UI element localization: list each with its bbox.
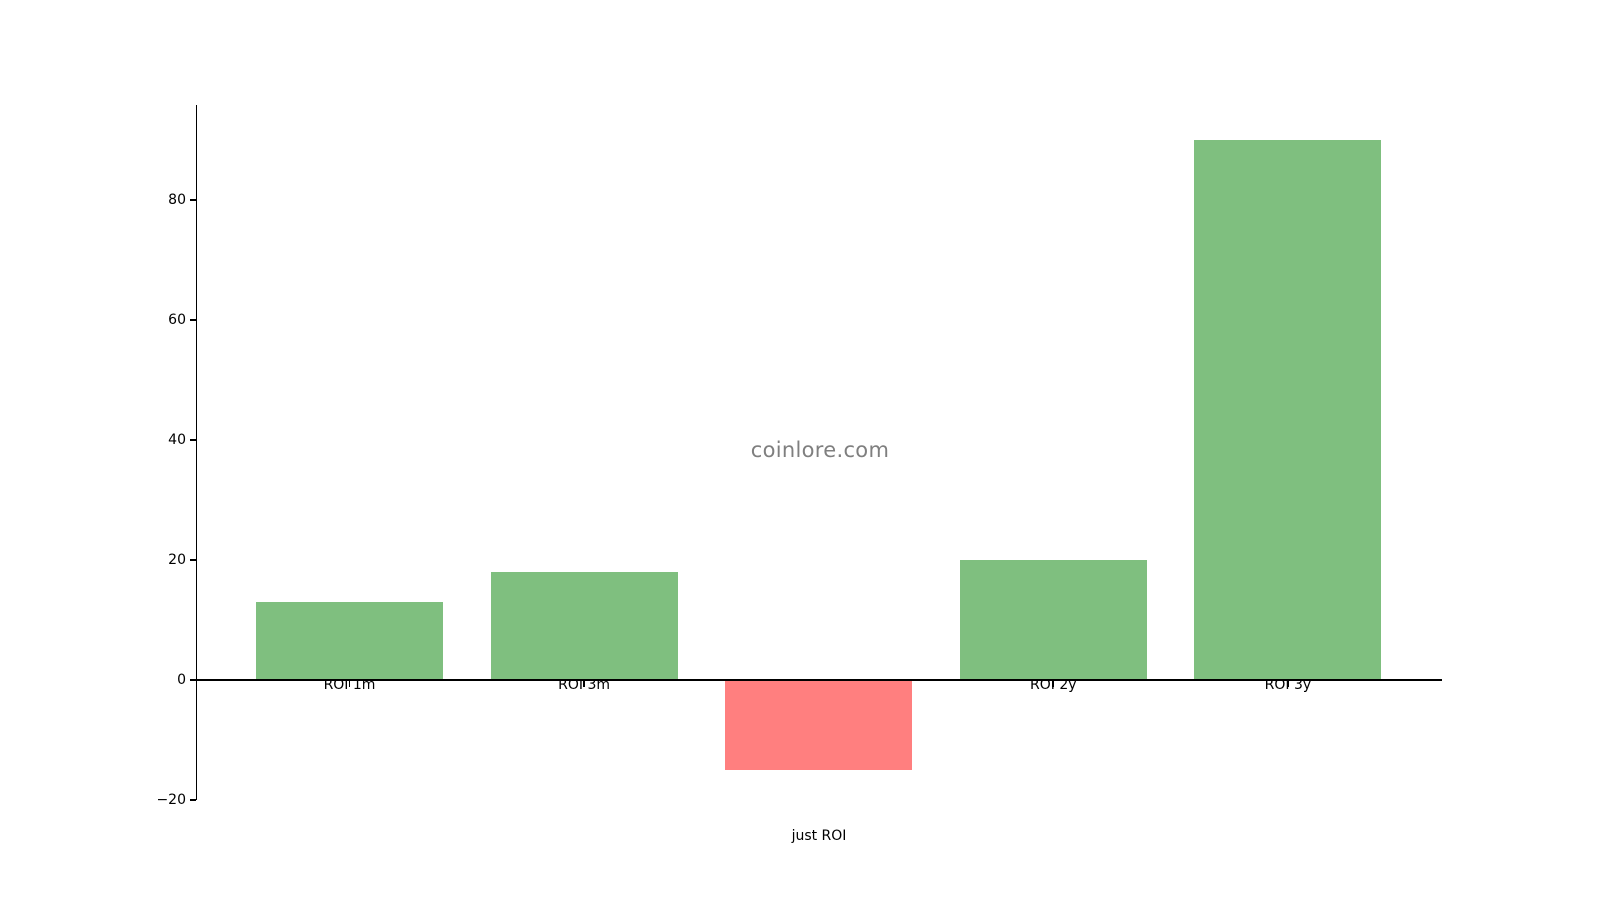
bar-roi-2y: [959, 560, 1147, 680]
y-tick-mark: [189, 319, 196, 321]
bar-roi-3y: [1194, 140, 1382, 680]
x-tick-mark: [583, 680, 585, 687]
x-tick-label: ROI 3y: [1264, 677, 1312, 693]
y-tick-label: 80: [168, 192, 186, 208]
x-tick-label: ROI 3m: [558, 677, 611, 693]
x-tick-mark: [1287, 680, 1289, 687]
y-tick-label: 20: [168, 552, 186, 568]
y-tick-label: −20: [156, 792, 186, 808]
x-tick-mark: [348, 680, 351, 687]
y-tick-mark: [189, 199, 196, 201]
y-tick-mark: [189, 559, 196, 561]
y-tick-mark: [189, 799, 196, 801]
y-axis-line: [195, 105, 198, 800]
y-tick-label: 60: [168, 312, 186, 328]
bar-roi-3m: [490, 572, 678, 680]
bar-unlabeled: [725, 680, 913, 770]
y-tick-mark: [189, 439, 196, 441]
x-axis-label: just ROI: [791, 828, 847, 844]
x-tick-label: ROI 2y: [1030, 677, 1077, 693]
bar-roi-1m: [256, 602, 443, 680]
x-tick-label: ROI 1m: [323, 677, 376, 693]
watermark-text: coinlore.com: [750, 438, 890, 462]
x-tick-mark: [1052, 680, 1055, 687]
y-tick-label: 0: [177, 672, 186, 688]
y-tick-label: 40: [168, 432, 186, 448]
x-axis-line: [195, 679, 1442, 681]
y-tick-mark: [189, 679, 196, 681]
